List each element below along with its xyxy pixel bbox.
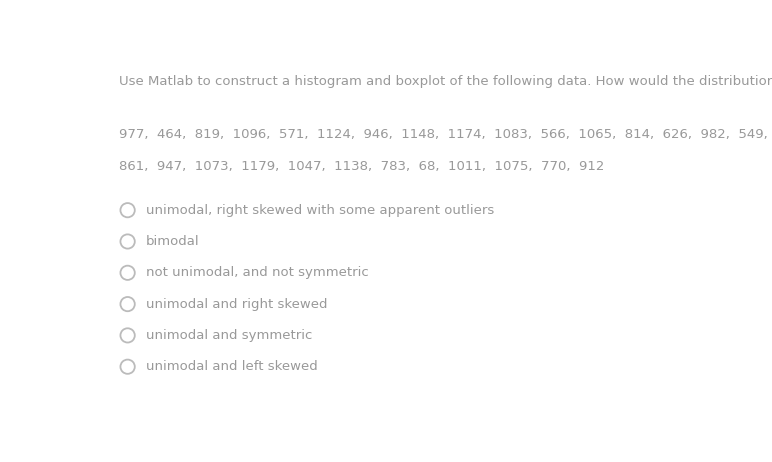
- Text: unimodal and left skewed: unimodal and left skewed: [146, 360, 317, 373]
- Text: 977,  464,  819,  1096,  571,  1124,  946,  1148,  1174,  1083,  566,  1065,  81: 977, 464, 819, 1096, 571, 1124, 946, 114…: [119, 128, 772, 141]
- Text: unimodal and symmetric: unimodal and symmetric: [146, 329, 312, 342]
- Text: not unimodal, and not symmetric: not unimodal, and not symmetric: [146, 266, 368, 280]
- Text: 861,  947,  1073,  1179,  1047,  1138,  783,  68,  1011,  1075,  770,  912: 861, 947, 1073, 1179, 1047, 1138, 783, 6…: [119, 160, 604, 173]
- Text: bimodal: bimodal: [146, 235, 199, 248]
- Text: unimodal, right skewed with some apparent outliers: unimodal, right skewed with some apparen…: [146, 204, 494, 217]
- Text: unimodal and right skewed: unimodal and right skewed: [146, 298, 327, 310]
- Text: Use Matlab to construct a histogram and boxplot of the following data. How would: Use Matlab to construct a histogram and …: [119, 75, 772, 88]
